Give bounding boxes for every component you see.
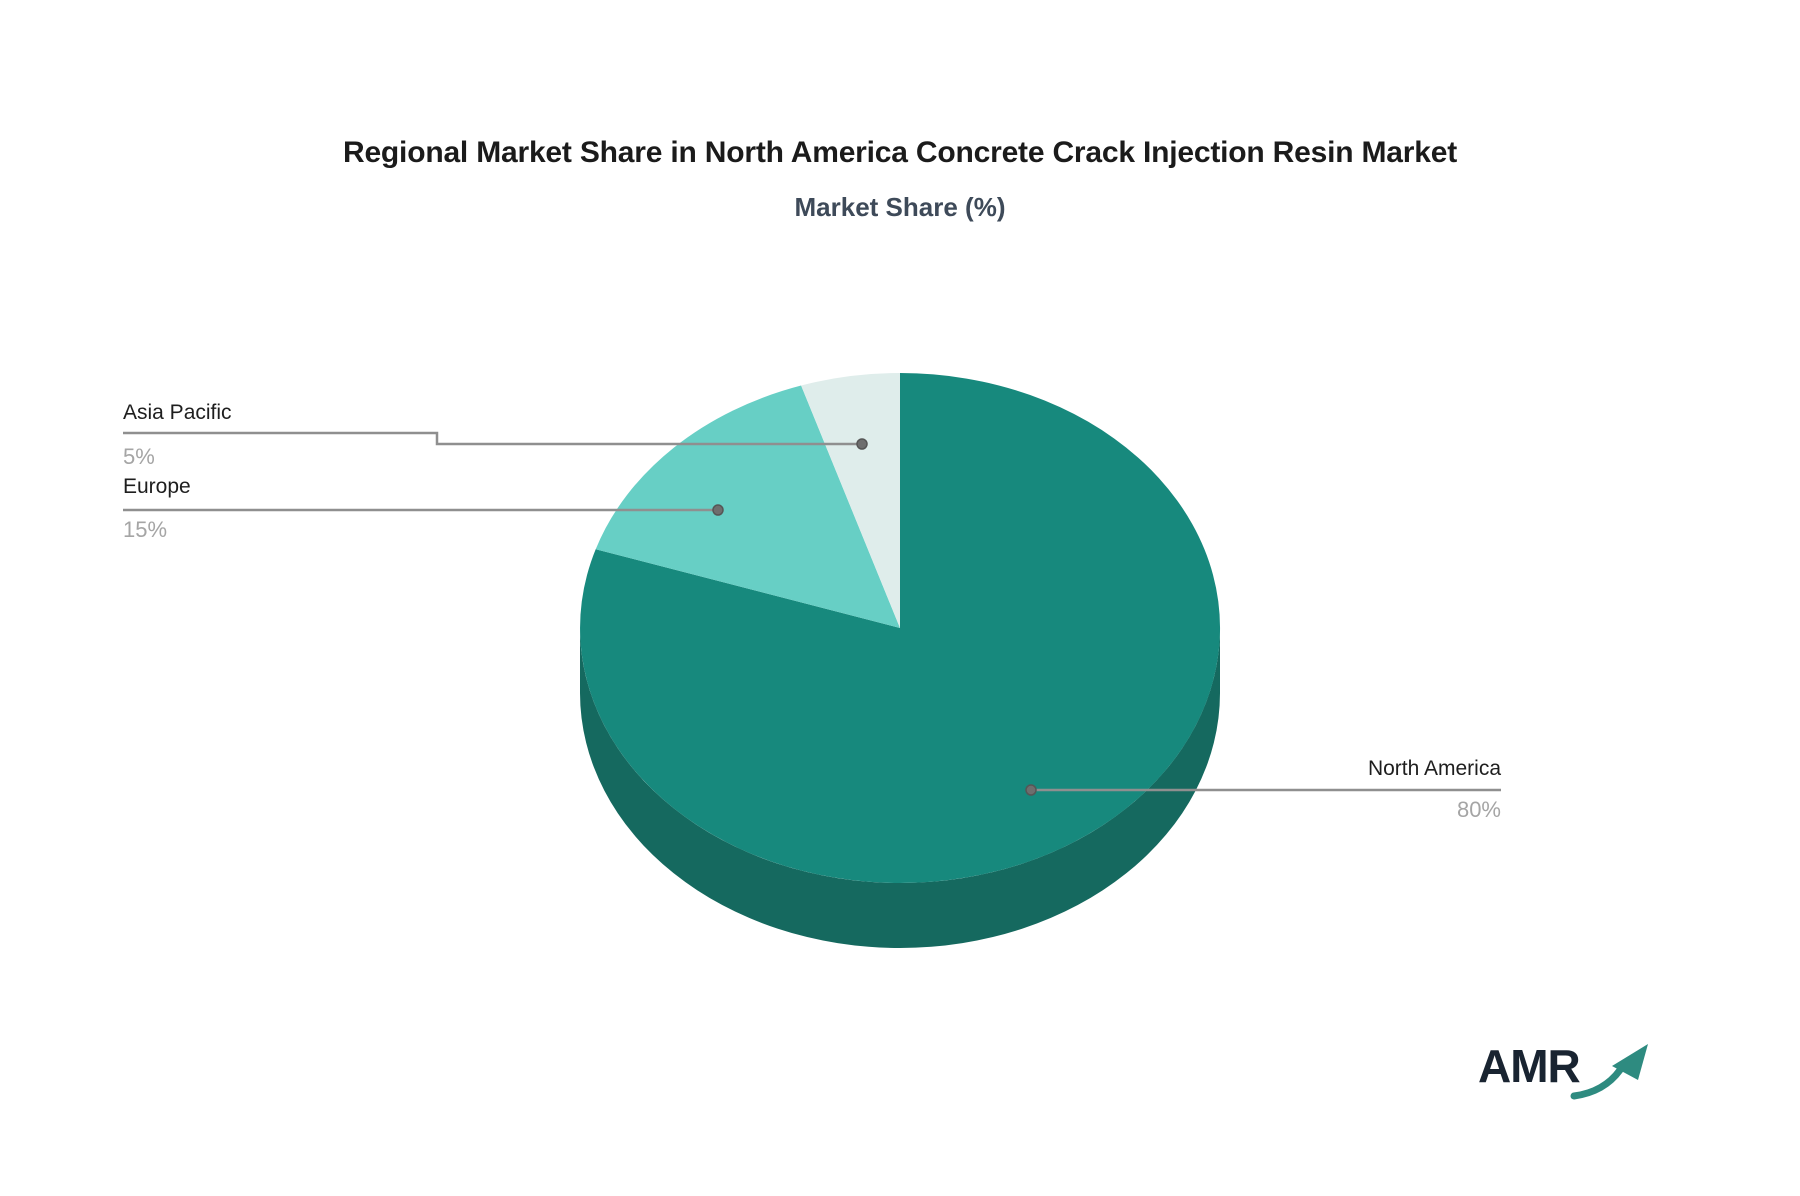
callout-value-europe: 15% — [123, 517, 168, 542]
pie-slice-asia-pacific — [801, 373, 900, 628]
amr-logo-text: AMR — [1478, 1040, 1581, 1092]
trending-up-arrow-icon — [1570, 1044, 1648, 1100]
leader-line-asia-pacific — [123, 431, 862, 446]
pie-slice-europe — [595, 385, 900, 628]
leader-dot-north-america — [1025, 784, 1037, 796]
pie-slice-north-america — [580, 373, 1221, 883]
callout-value-north-america: 80% — [1456, 797, 1501, 822]
callout-label-asia-pacific: Asia Pacific — [123, 401, 232, 424]
callout-value-asia-pacific: 5% — [123, 444, 155, 469]
chart-subtitle: Market Share (%) — [794, 192, 1006, 222]
pie-side-rim — [580, 628, 1220, 948]
callout-label-north-america: North America — [1367, 757, 1501, 780]
leader-dots — [712, 438, 1037, 796]
pie-slices — [580, 373, 1221, 948]
chart-title: Regional Market Share in North America C… — [342, 136, 1458, 169]
leader-dot-asia-pacific — [856, 438, 868, 450]
leader-lines — [123, 431, 1501, 792]
callout-label-europe: Europe — [123, 475, 191, 498]
leader-dot-europe — [712, 504, 724, 516]
